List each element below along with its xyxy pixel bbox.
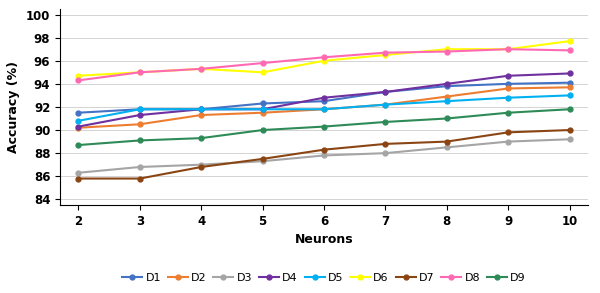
D9 xyxy=(566,108,573,111)
Line: D5: D5 xyxy=(76,93,572,123)
D1 xyxy=(259,102,266,105)
D2 xyxy=(320,108,328,111)
Line: D9: D9 xyxy=(76,107,572,147)
D9 xyxy=(443,117,451,120)
D4 xyxy=(382,90,389,94)
D6 xyxy=(505,47,512,51)
D2 xyxy=(505,87,512,90)
D1 xyxy=(443,84,451,88)
D4 xyxy=(443,82,451,86)
D4 xyxy=(259,108,266,111)
D5 xyxy=(75,119,82,122)
D2 xyxy=(443,95,451,98)
D1 xyxy=(197,108,205,111)
D2 xyxy=(566,86,573,89)
D1 xyxy=(382,90,389,94)
D8 xyxy=(136,71,143,74)
D4 xyxy=(320,96,328,99)
D7 xyxy=(75,177,82,180)
D8 xyxy=(382,51,389,54)
D6 xyxy=(320,59,328,62)
D2 xyxy=(259,111,266,115)
D8 xyxy=(197,67,205,71)
D5 xyxy=(566,94,573,97)
D6 xyxy=(566,39,573,43)
D2 xyxy=(75,126,82,130)
D7 xyxy=(136,177,143,180)
D8 xyxy=(443,50,451,53)
Line: D4: D4 xyxy=(76,71,572,129)
D3 xyxy=(382,151,389,155)
Line: D6: D6 xyxy=(76,39,572,78)
D3 xyxy=(505,140,512,143)
D6 xyxy=(382,53,389,57)
X-axis label: Neurons: Neurons xyxy=(295,234,353,246)
D7 xyxy=(382,142,389,146)
D3 xyxy=(566,137,573,141)
D6 xyxy=(443,47,451,51)
Legend: D1, D2, D3, D4, D5, D6, D7, D8, D9: D1, D2, D3, D4, D5, D6, D7, D8, D9 xyxy=(118,269,530,287)
D6 xyxy=(259,71,266,74)
D3 xyxy=(75,171,82,175)
D2 xyxy=(382,103,389,106)
D5 xyxy=(259,108,266,111)
D9 xyxy=(382,120,389,124)
D4 xyxy=(75,125,82,128)
D1 xyxy=(566,81,573,84)
D6 xyxy=(197,67,205,71)
D8 xyxy=(505,47,512,51)
D3 xyxy=(259,159,266,163)
D9 xyxy=(259,128,266,132)
D5 xyxy=(382,103,389,106)
D7 xyxy=(320,148,328,151)
Line: D8: D8 xyxy=(76,47,572,83)
Line: D2: D2 xyxy=(76,85,572,130)
Line: D3: D3 xyxy=(76,137,572,175)
D2 xyxy=(136,122,143,126)
D9 xyxy=(197,136,205,140)
D1 xyxy=(505,82,512,86)
Line: D1: D1 xyxy=(76,80,572,115)
D1 xyxy=(136,108,143,111)
D4 xyxy=(505,74,512,78)
D4 xyxy=(136,113,143,117)
D7 xyxy=(259,157,266,161)
D7 xyxy=(505,131,512,134)
D8 xyxy=(566,49,573,52)
Y-axis label: Accuracy (%): Accuracy (%) xyxy=(7,61,20,153)
D5 xyxy=(197,108,205,111)
D7 xyxy=(443,140,451,143)
D9 xyxy=(136,139,143,142)
D2 xyxy=(197,113,205,117)
D7 xyxy=(197,165,205,169)
D9 xyxy=(505,111,512,115)
Line: D7: D7 xyxy=(76,128,572,181)
D3 xyxy=(443,146,451,149)
D8 xyxy=(75,79,82,82)
D3 xyxy=(136,165,143,169)
D9 xyxy=(320,125,328,128)
D5 xyxy=(443,99,451,103)
D3 xyxy=(197,163,205,166)
D5 xyxy=(136,108,143,111)
D5 xyxy=(320,108,328,111)
D1 xyxy=(75,111,82,115)
D8 xyxy=(259,61,266,65)
D6 xyxy=(136,71,143,74)
D5 xyxy=(505,96,512,99)
D8 xyxy=(320,56,328,59)
D7 xyxy=(566,128,573,132)
D4 xyxy=(566,72,573,75)
D1 xyxy=(320,99,328,103)
D3 xyxy=(320,154,328,157)
D4 xyxy=(197,108,205,111)
D9 xyxy=(75,143,82,147)
D6 xyxy=(75,74,82,78)
